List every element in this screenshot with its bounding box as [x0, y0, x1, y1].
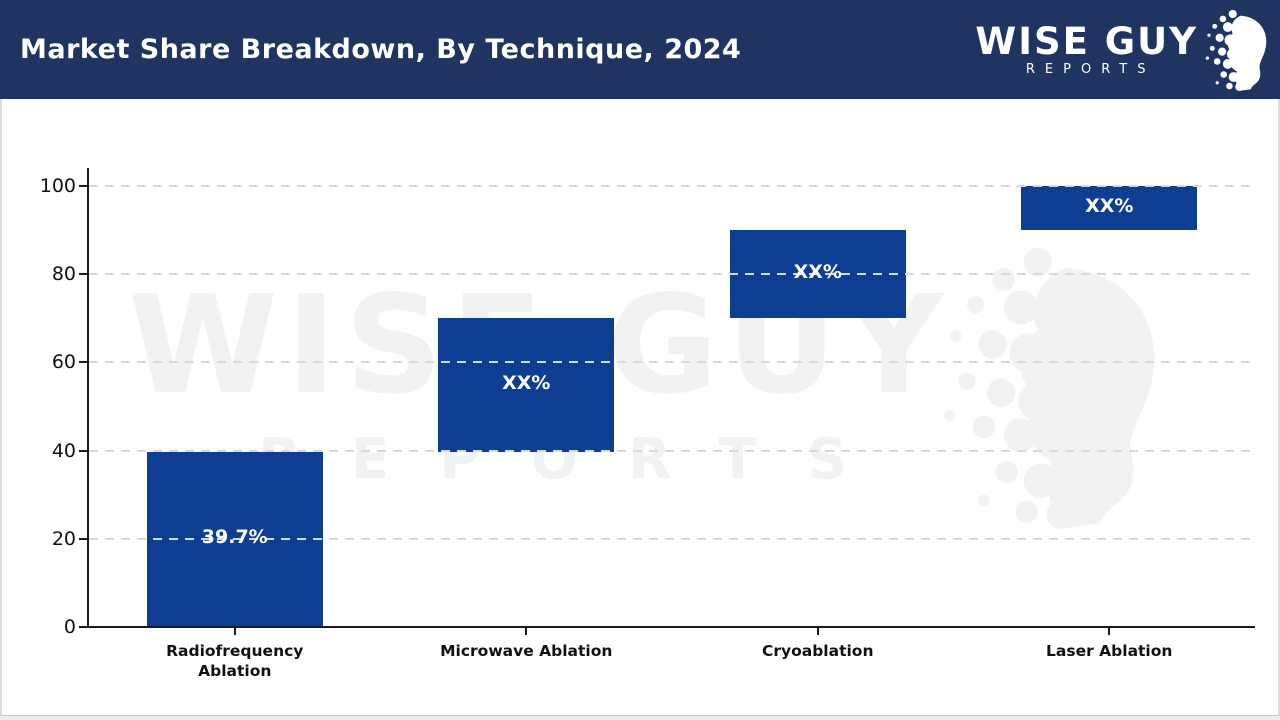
y-tick-label: 0 [63, 616, 76, 638]
y-axis-line [87, 168, 89, 628]
y-tick-mark [79, 537, 87, 540]
bar-value-label: XX% [1085, 195, 1134, 218]
bar-2 [438, 318, 615, 452]
y-tick-mark [79, 449, 87, 452]
bar-value-label: XX% [793, 261, 842, 284]
x-axis-label: Laser Ablation [1046, 642, 1173, 660]
x-tick-mark [525, 628, 528, 635]
logo-subtitle: REPORTS [1025, 62, 1156, 78]
gridline-80 [89, 273, 1255, 276]
y-tick-mark [79, 626, 87, 628]
x-tick-mark [1108, 628, 1111, 635]
gridline-100 [89, 185, 1255, 187]
gridline-40 [89, 449, 1255, 452]
y-tick-mark [79, 185, 87, 187]
y-tick-label: 80 [51, 263, 76, 286]
y-tick-label: 20 [51, 527, 76, 550]
x-tick-mark [816, 628, 819, 635]
x-axis-label: Radiofrequency Ablation [166, 642, 304, 680]
bar-4 [1021, 186, 1198, 231]
gridline-20 [89, 537, 1255, 540]
wiseguy-logo: WISE GUY REPORTS [975, 4, 1272, 96]
header-bar: Market Share Breakdown, By Technique, 20… [0, 0, 1280, 99]
y-tick-mark [79, 273, 87, 276]
logo-text: WISE GUY REPORTS [975, 19, 1198, 78]
x-axis-line [87, 626, 1255, 628]
y-tick-label: 40 [51, 439, 76, 462]
gridline-60 [89, 361, 1255, 364]
x-axis-label: Cryoablation [761, 642, 874, 660]
y-tick-mark [79, 361, 87, 364]
bottom-strip [0, 716, 1280, 720]
bar-value-label: 39.7% [201, 526, 268, 549]
x-tick-mark [233, 628, 236, 635]
x-axis-label: Microwave Ablation [440, 642, 613, 660]
bar-value-label: XX% [502, 372, 551, 395]
page-title: Market Share Breakdown, By Technique, 20… [20, 34, 742, 65]
logo-name: WISE GUY [975, 19, 1198, 63]
y-tick-label: 60 [51, 351, 76, 374]
y-tick-label: 100 [39, 175, 76, 197]
